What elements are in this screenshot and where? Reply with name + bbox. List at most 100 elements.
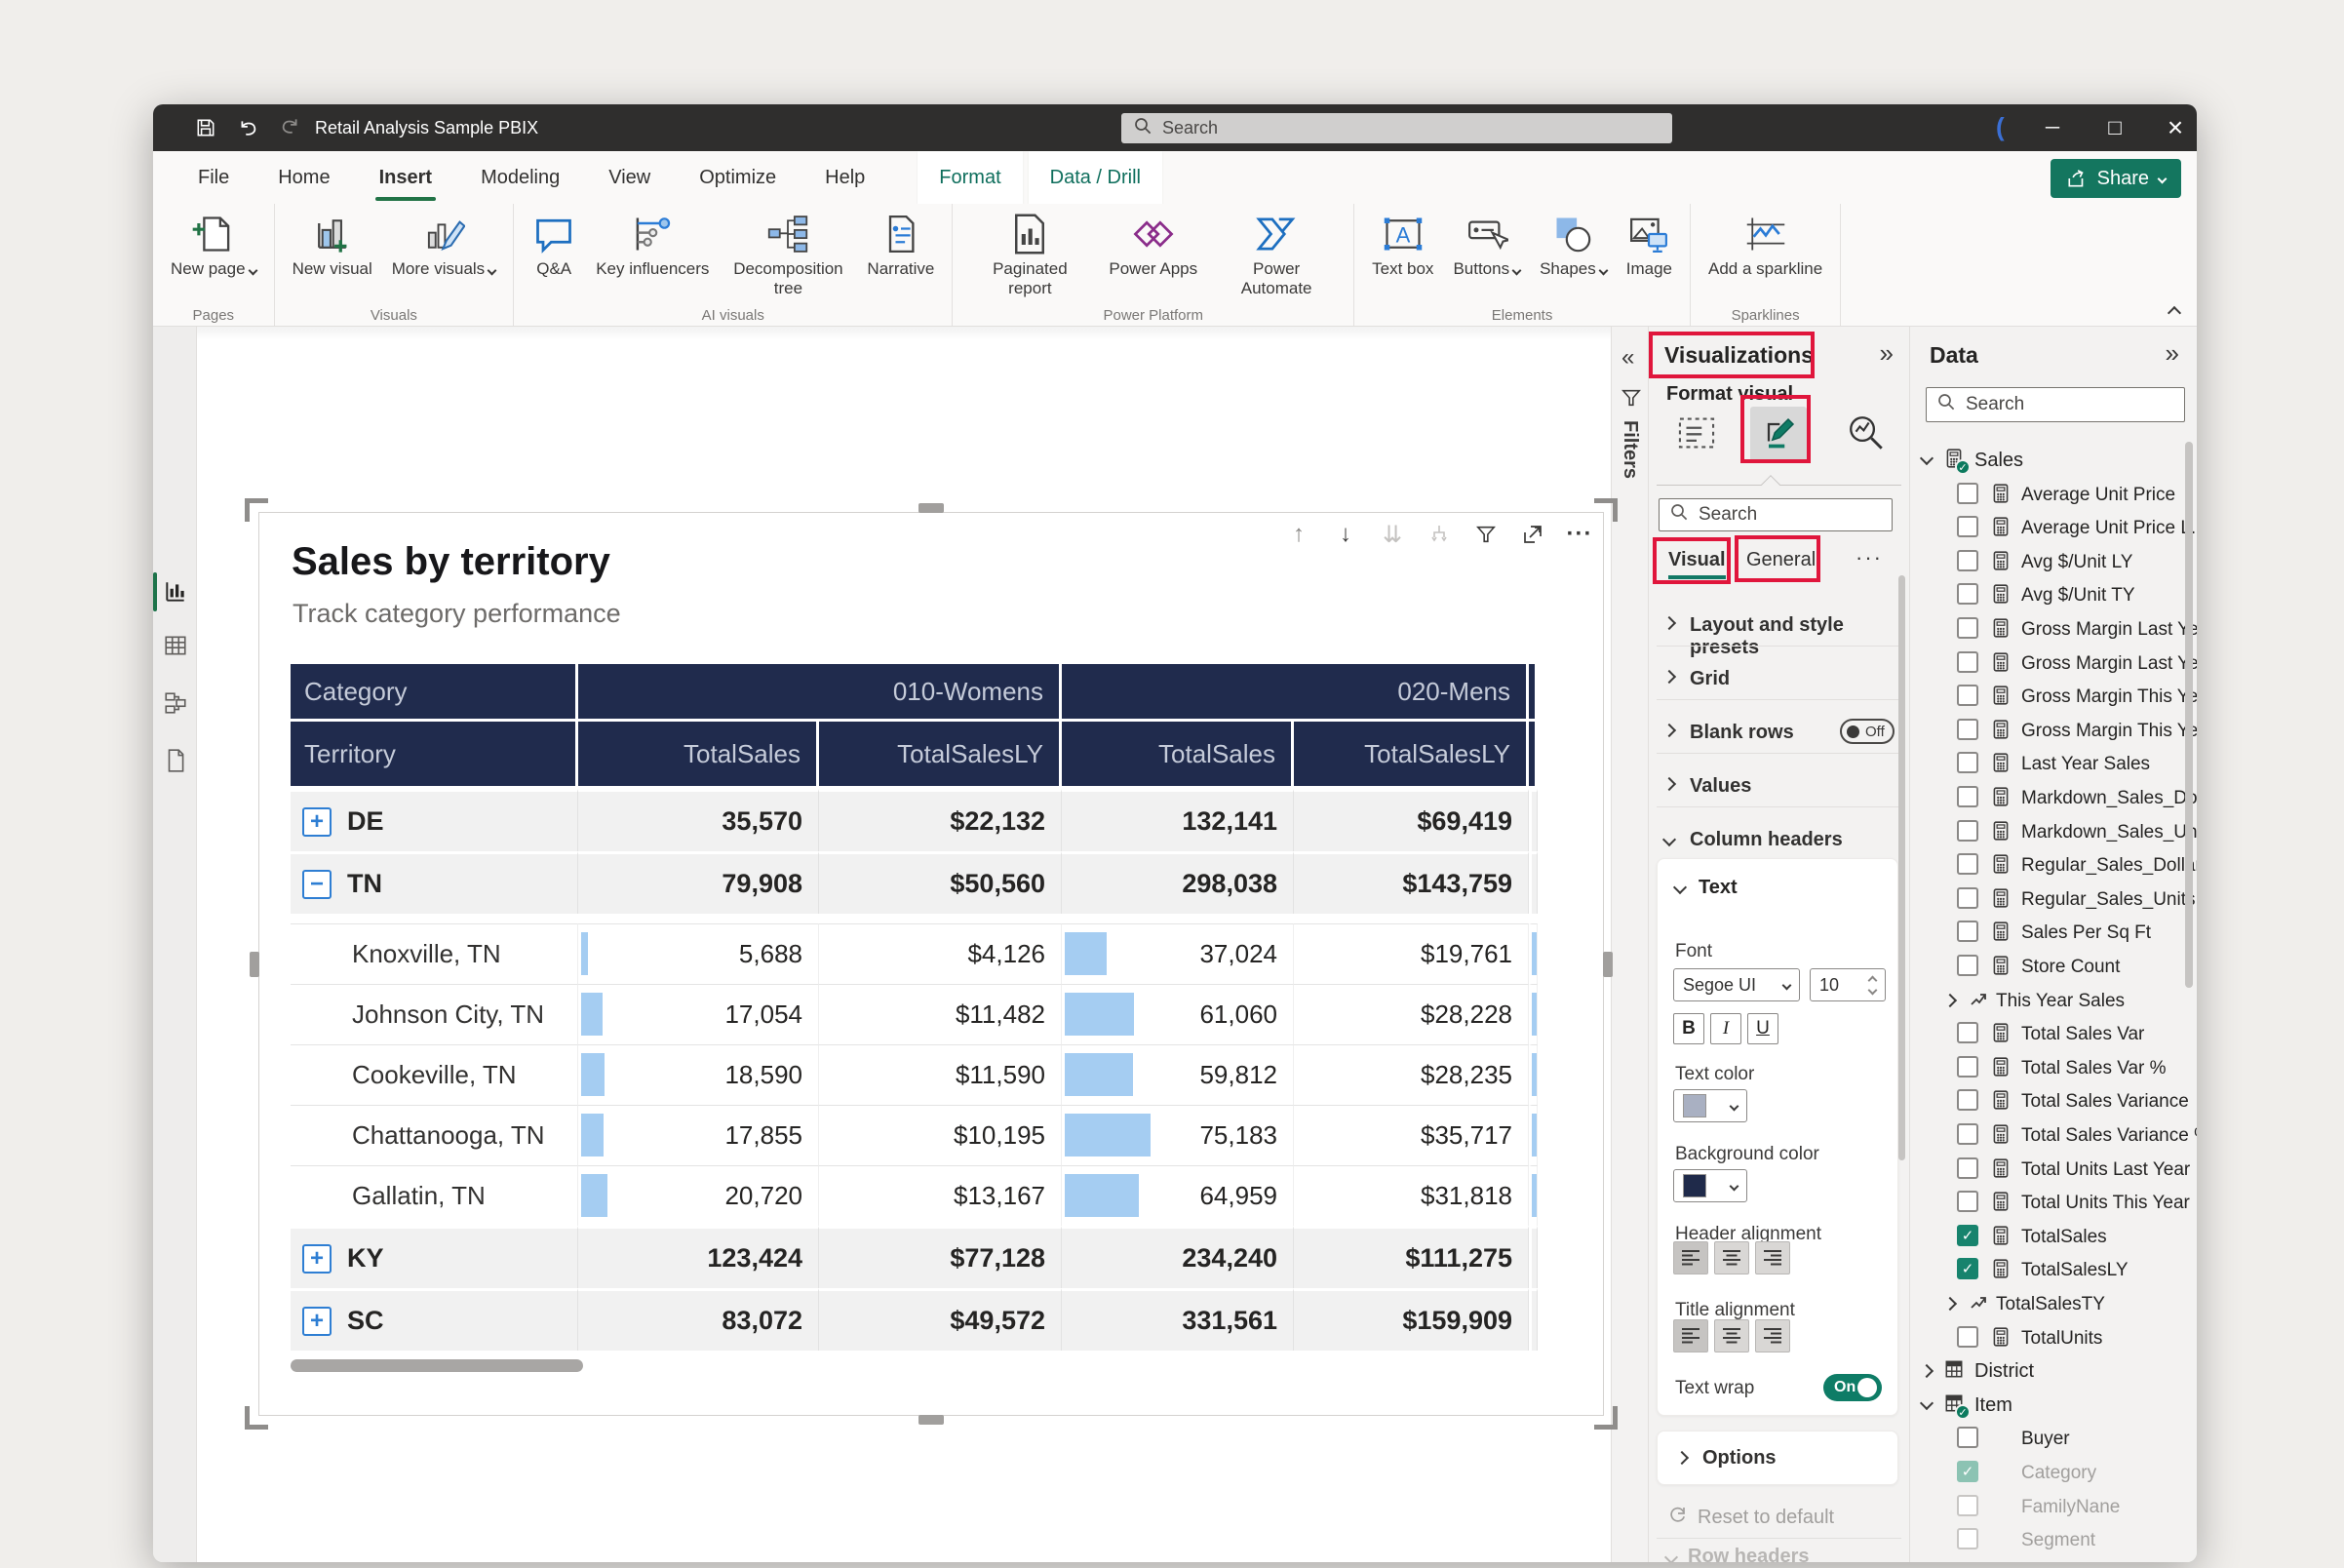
collapse-pane-icon[interactable]: » bbox=[2165, 338, 2179, 368]
field-row-sales[interactable]: ✓ Sales bbox=[1910, 444, 2197, 475]
expand-icon[interactable]: + bbox=[302, 1306, 332, 1336]
power-apps-button[interactable]: Power Apps bbox=[1103, 210, 1203, 300]
field-row-average-unit-price-l-[interactable]: Average Unit Price L... bbox=[1910, 511, 2197, 542]
checkbox-total-units-last-year[interactable] bbox=[1957, 1157, 1978, 1179]
collapse-ribbon-icon[interactable] bbox=[2167, 305, 2182, 321]
checkbox-gross-margin-this-ye-[interactable] bbox=[1957, 719, 1978, 740]
undo-icon[interactable] bbox=[235, 114, 262, 141]
checkbox-last-year-sales[interactable] bbox=[1957, 752, 1978, 773]
field-row-sales-per-sq-ft[interactable]: Sales Per Sq Ft bbox=[1910, 916, 2197, 947]
titlebar-search-input[interactable]: Search bbox=[1121, 113, 1672, 143]
alignment-right-button[interactable] bbox=[1755, 1241, 1790, 1274]
column-header-totalsalesly[interactable]: TotalSalesLY bbox=[1294, 722, 1529, 789]
checkbox-total-sales-var[interactable] bbox=[1957, 1022, 1978, 1043]
tab-view[interactable]: View bbox=[608, 166, 651, 188]
text-card-title[interactable]: Text bbox=[1699, 877, 1738, 898]
analytics-icon[interactable] bbox=[1846, 412, 1887, 458]
checkbox-category[interactable]: ✓ bbox=[1957, 1461, 1978, 1482]
collapse-pane-icon[interactable]: » bbox=[1879, 338, 1894, 368]
underline-button[interactable]: U bbox=[1747, 1013, 1778, 1044]
table-row-de[interactable]: + DE 35,570 $22,132 132,141 $69,419 bbox=[291, 789, 1538, 851]
column-header-territory[interactable]: Territory bbox=[291, 722, 578, 789]
field-row-totalsalesly[interactable]: ✓ TotalSalesLY bbox=[1910, 1253, 2197, 1284]
selection-corner[interactable] bbox=[245, 498, 268, 522]
sidebar-item-model-view[interactable] bbox=[153, 682, 197, 725]
text-color-picker[interactable] bbox=[1673, 1089, 1747, 1122]
text-wrap-toggle[interactable]: On bbox=[1823, 1374, 1882, 1401]
table-row-ky[interactable]: + KY 123,424 $77,128 234,240 $111,275 bbox=[291, 1226, 1538, 1288]
checkbox-avg-unit-ty[interactable] bbox=[1957, 583, 1978, 605]
selection-corner[interactable] bbox=[1594, 498, 1618, 522]
power-automate-button[interactable]: Power Automate bbox=[1211, 210, 1342, 300]
q-a-button[interactable]: Q&A bbox=[526, 210, 582, 300]
chevron-down-icon[interactable] bbox=[1919, 451, 1934, 466]
drill-up-icon[interactable]: ↑ bbox=[1293, 521, 1305, 547]
expand-filters-icon[interactable]: « bbox=[1621, 344, 1635, 371]
field-row-avg-unit-ty[interactable]: Avg $/Unit TY bbox=[1910, 578, 2197, 609]
alignment-left-button[interactable] bbox=[1673, 1241, 1708, 1274]
paginated-report-button[interactable]: Paginated report bbox=[964, 210, 1095, 300]
checkbox-total-sales-var-[interactable] bbox=[1957, 1056, 1978, 1078]
field-row-gross-margin-this-year[interactable]: Gross Margin This Year bbox=[1910, 680, 2197, 711]
sidebar-item-dax-query-view[interactable] bbox=[153, 739, 197, 782]
field-row-regular-sales-units[interactable]: Regular_Sales_Units bbox=[1910, 882, 2197, 914]
tab-home[interactable]: Home bbox=[278, 166, 331, 188]
field-row-average-unit-price[interactable]: Average Unit Price bbox=[1910, 478, 2197, 509]
bold-button[interactable]: B bbox=[1673, 1013, 1704, 1044]
selection-handle[interactable] bbox=[918, 503, 944, 513]
tab-format[interactable]: Format bbox=[918, 151, 1023, 204]
field-row-store-count[interactable]: Store Count bbox=[1910, 950, 2197, 981]
checkbox-buyer[interactable] bbox=[1957, 1427, 1978, 1448]
alignment-center-button[interactable] bbox=[1714, 1319, 1749, 1352]
expand-icon[interactable]: + bbox=[302, 806, 332, 837]
checkbox-total-sales-variance-[interactable] bbox=[1957, 1123, 1978, 1145]
add-a-sparkline-button[interactable]: Add a sparkline bbox=[1702, 210, 1828, 281]
key-influencers-button[interactable]: Key influencers bbox=[590, 210, 715, 300]
alignment-left-button[interactable] bbox=[1673, 1319, 1708, 1352]
format-tab-general[interactable]: General bbox=[1746, 549, 1817, 570]
field-row-familynane[interactable]: FamilyNane bbox=[1910, 1490, 2197, 1521]
checkbox-avg-unit-ly[interactable] bbox=[1957, 550, 1978, 571]
selection-handle[interactable] bbox=[918, 1415, 944, 1425]
drill-down-level-icon[interactable]: ⇊ bbox=[1382, 521, 1403, 548]
checkbox-totalsales[interactable]: ✓ bbox=[1957, 1225, 1978, 1246]
checkbox-gross-margin-this-year[interactable] bbox=[1957, 685, 1978, 706]
field-row-total-sales-var[interactable]: Total Sales Var bbox=[1910, 1017, 2197, 1048]
buttons-button[interactable]: Buttons bbox=[1447, 210, 1526, 281]
pane-scrollbar[interactable] bbox=[1898, 575, 1905, 1160]
field-row-total-sales-variance[interactable]: Total Sales Variance bbox=[1910, 1084, 2197, 1116]
checkbox-average-unit-price-l-[interactable] bbox=[1957, 516, 1978, 537]
field-row-regular-sales-dollars[interactable]: Regular_Sales_Dollars bbox=[1910, 848, 2197, 880]
selection-corner[interactable] bbox=[1594, 1406, 1618, 1430]
table-row-johnson-city-tn[interactable]: Johnson City, TN 17,054 $11,482 61,060 $28,2… bbox=[291, 984, 1538, 1044]
field-row-totalsalesty[interactable]: TotalSalesTY bbox=[1910, 1287, 2197, 1318]
tab-modeling[interactable]: Modeling bbox=[481, 166, 561, 188]
field-row-markdown-sales-dol-[interactable]: Markdown_Sales_Dol... bbox=[1910, 781, 2197, 812]
format-search-input[interactable]: Search bbox=[1659, 498, 1893, 531]
format-section-values[interactable]: Values bbox=[1649, 767, 1909, 808]
decomposition-tree-button[interactable]: Decomposition tree bbox=[723, 210, 853, 300]
text-box-button[interactable]: A Text box bbox=[1366, 210, 1439, 281]
avatar[interactable]: ( bbox=[1996, 112, 2005, 141]
save-icon[interactable] bbox=[192, 114, 219, 141]
column-group-header[interactable]: Category bbox=[291, 664, 578, 722]
table-row-knoxville-tn[interactable]: Knoxville, TN 5,688 $4,126 37,024 $19,761 bbox=[291, 923, 1538, 984]
image-button[interactable]: Image bbox=[1621, 210, 1678, 281]
field-row-total-sales-variance-[interactable]: Total Sales Variance % bbox=[1910, 1118, 2197, 1150]
format-tab-visual[interactable]: Visual bbox=[1668, 549, 1726, 579]
field-row-district[interactable]: District bbox=[1910, 1354, 2197, 1386]
format-section-layout-and-style-presets[interactable]: Layout and style presets bbox=[1649, 607, 1909, 658]
selection-corner[interactable] bbox=[245, 1406, 268, 1430]
column-group-header[interactable]: 010-Womens bbox=[578, 664, 1062, 722]
table-row-tn[interactable]: − TN 79,908 $50,560 298,038 $143,759 bbox=[291, 851, 1538, 914]
chevron-right-icon[interactable] bbox=[1942, 993, 1958, 1008]
reset-to-default-button[interactable]: Reset to default bbox=[1668, 1505, 1834, 1530]
field-row-buyer[interactable]: Buyer bbox=[1910, 1422, 2197, 1453]
column-group-header[interactable]: 020-Mens bbox=[1062, 664, 1529, 722]
alignment-right-button[interactable] bbox=[1755, 1319, 1790, 1352]
new-page-button[interactable]: New page bbox=[165, 210, 262, 281]
chevron-right-icon[interactable] bbox=[1942, 1296, 1958, 1312]
checkbox-segment[interactable] bbox=[1957, 1528, 1978, 1549]
expand-icon[interactable]: + bbox=[302, 1243, 332, 1274]
matrix-visual[interactable]: ↑ ↓ ⇊ ··· Sales by territory Track category… bbox=[258, 512, 1604, 1416]
